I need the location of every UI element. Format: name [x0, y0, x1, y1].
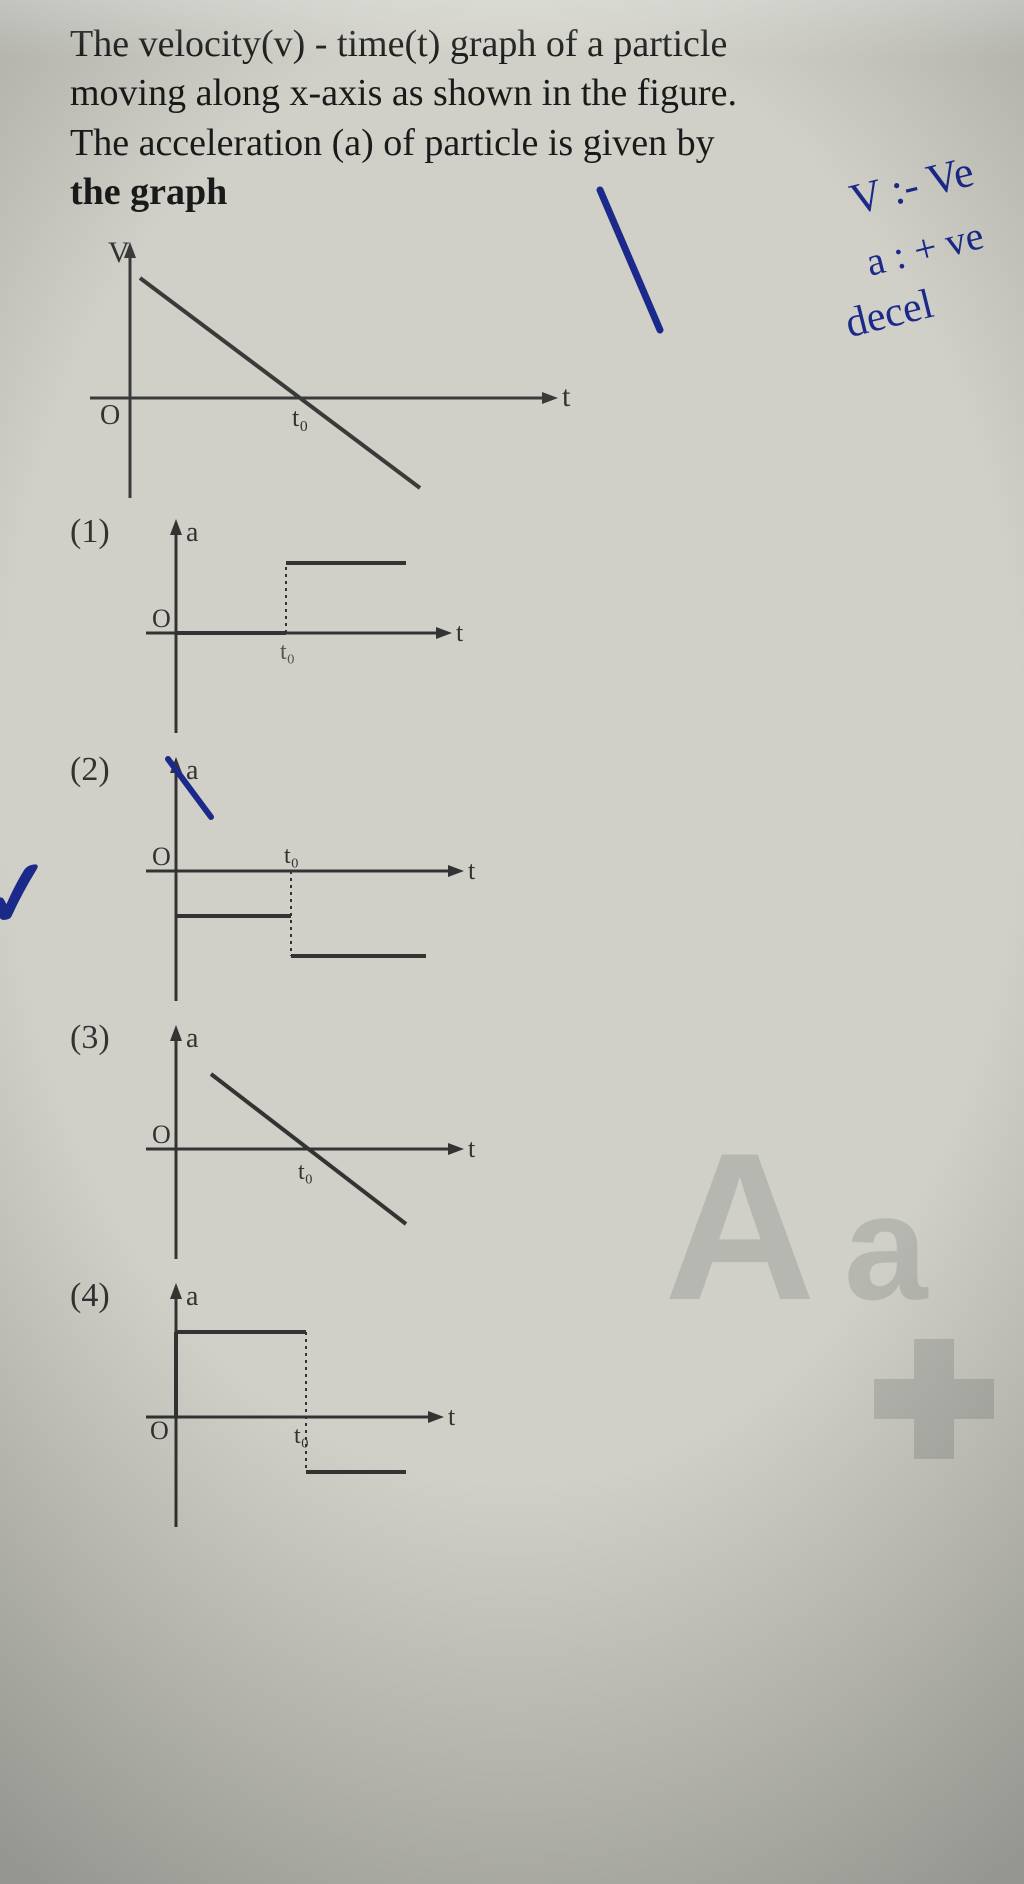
option-3: (3) a t O t₀	[70, 1019, 1010, 1269]
t0-label: t₀	[292, 403, 308, 432]
q-line-4: the graph	[70, 171, 227, 213]
option-2-label: (2)	[70, 751, 110, 789]
q-line-2: moving along x-axis as shown in the figu…	[70, 72, 737, 114]
option-3-graph: a t O t₀	[116, 1019, 496, 1269]
option-1: (1) a t O t₀	[70, 513, 1010, 743]
option-2: (2) a t O t₀	[70, 751, 1010, 1011]
svg-text:a: a	[186, 1023, 199, 1054]
svg-text:O: O	[152, 842, 171, 871]
svg-text:O: O	[152, 604, 171, 633]
q-line-1: The velocity(v) - time(t) graph of a par…	[70, 23, 727, 65]
svg-text:O: O	[150, 1416, 169, 1445]
option-2-graph: a t O t₀	[116, 751, 496, 1011]
option-4-label: (4)	[70, 1277, 110, 1315]
svg-text:t₀: t₀	[298, 1159, 313, 1185]
svg-text:t: t	[448, 1402, 456, 1431]
option-1-label: (1)	[70, 513, 110, 551]
svg-text:O: O	[152, 1120, 171, 1149]
svg-text:a: a	[186, 1281, 199, 1312]
main-graph-svg: V t O t₀	[70, 228, 590, 508]
origin-label: O	[100, 400, 120, 431]
option-4-graph: a t O t₀	[116, 1277, 476, 1537]
svg-text:t: t	[456, 618, 464, 647]
option-3-label: (3)	[70, 1019, 110, 1057]
svg-text:t₀: t₀	[284, 843, 299, 869]
q-line-3: The acceleration (a) of particle is give…	[70, 122, 715, 164]
svg-text:t₀: t₀	[280, 639, 295, 665]
option-4: (4) a t O t₀	[70, 1277, 1010, 1537]
svg-text:t: t	[468, 1134, 476, 1163]
option-1-graph: a t O t₀	[116, 513, 476, 743]
svg-text:t: t	[468, 856, 476, 885]
y-axis-label: V	[108, 236, 130, 269]
svg-text:a: a	[186, 517, 199, 548]
x-axis-label: t	[562, 380, 571, 413]
